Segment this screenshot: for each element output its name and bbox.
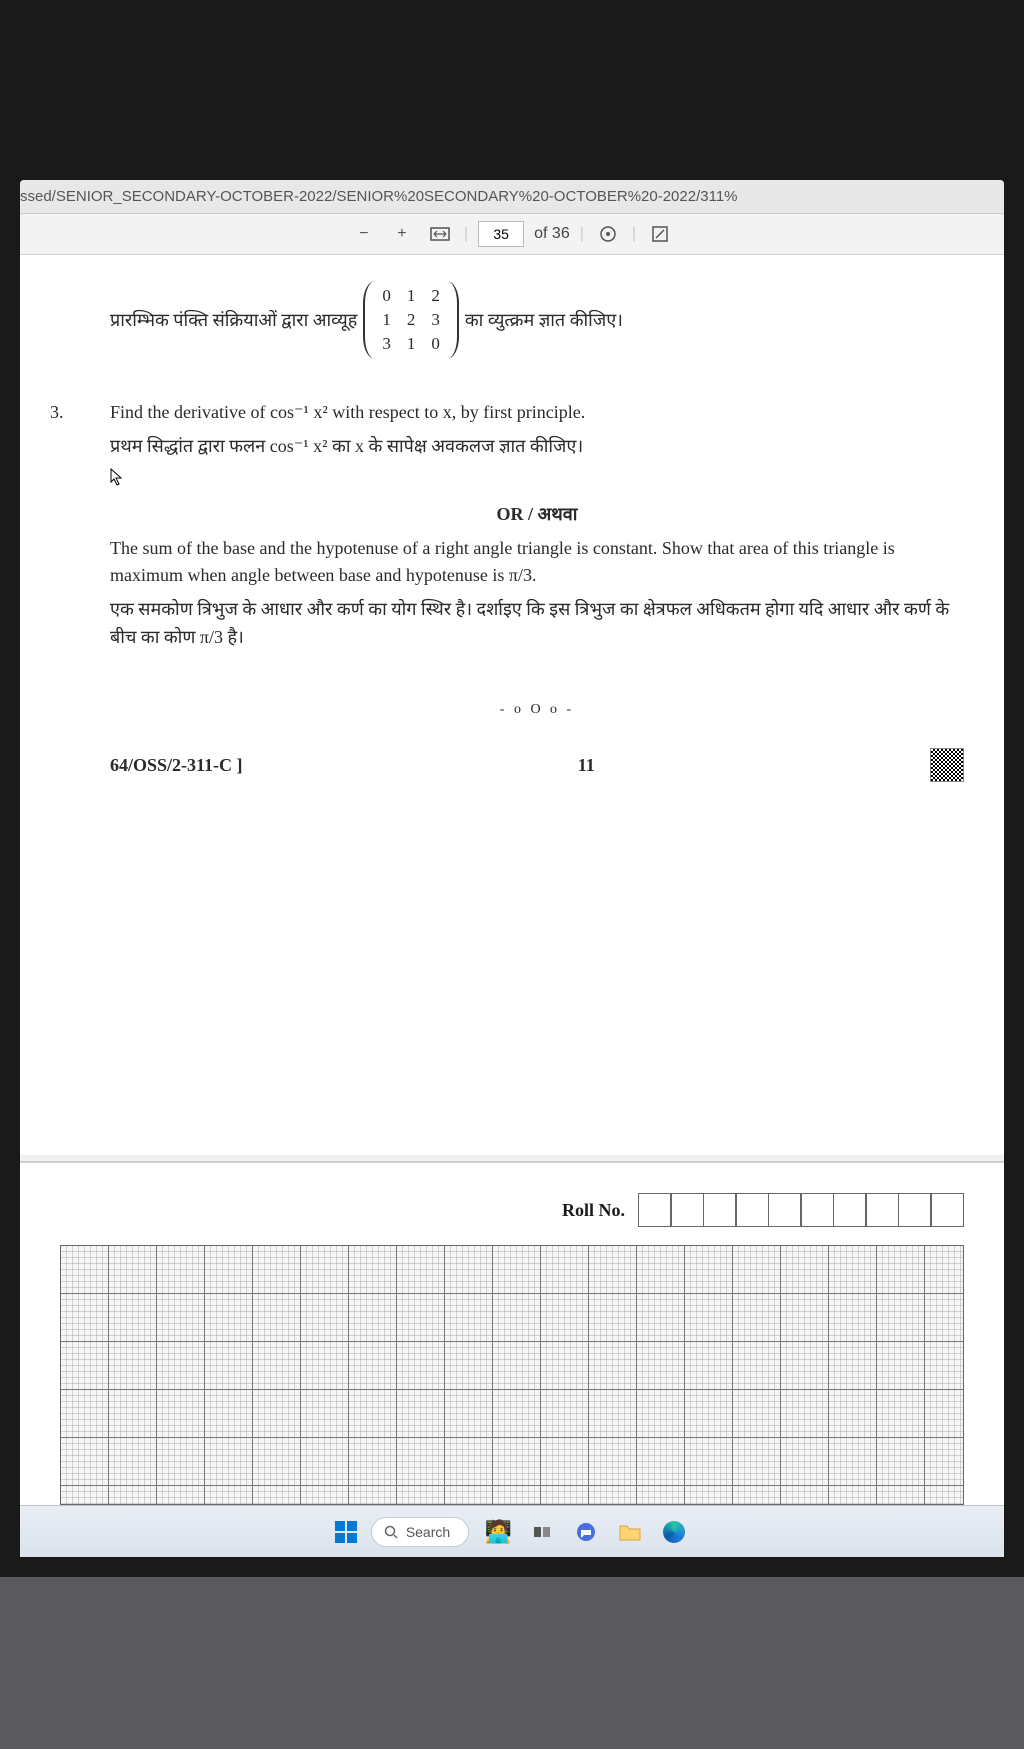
taskbar-app-icon[interactable]: 🧑‍💻 — [483, 1517, 513, 1547]
edge-browser-icon[interactable] — [659, 1517, 689, 1547]
matrix-3x3: 012 123 310 — [363, 281, 459, 359]
roll-number-label: Roll No. — [562, 1200, 625, 1221]
q3-alt-english: The sum of the base and the hypotenuse o… — [110, 535, 964, 591]
start-button[interactable] — [335, 1521, 357, 1543]
url-bar[interactable]: ssed/SENIOR_SECONDARY-OCTOBER-2022/SENIO… — [20, 180, 1004, 214]
document-page: प्रारम्भिक पंक्ति संक्रियाओं द्वारा आव्य… — [20, 255, 1004, 1155]
draw-button[interactable] — [646, 220, 674, 248]
pdf-toolbar: − + | of 36 | | — [20, 214, 1004, 255]
matrix-post-text: का व्युत्क्रम ज्ञात कीजिए। — [465, 308, 623, 332]
end-of-paper-marker: - o O o - — [110, 702, 964, 718]
browser-window: ssed/SENIOR_SECONDARY-OCTOBER-2022/SENIO… — [20, 180, 1004, 1557]
file-explorer-icon[interactable] — [615, 1517, 645, 1547]
question-3: 3. Find the derivative of cos⁻¹ x² with … — [110, 399, 964, 652]
taskbar-search[interactable]: Search — [371, 1517, 469, 1547]
question-number: 3. — [50, 399, 64, 427]
monitor-frame: ssed/SENIOR_SECONDARY-OCTOBER-2022/SENIO… — [0, 0, 1024, 1577]
zoom-in-button[interactable]: + — [388, 220, 416, 248]
zoom-out-button[interactable]: − — [350, 220, 378, 248]
graph-paper — [60, 1245, 964, 1505]
toolbar-separator: | — [632, 225, 636, 243]
page-number: 11 — [243, 755, 930, 776]
matrix-pre-text: प्रारम्भिक पंक्ति संक्रियाओं द्वारा आव्य… — [110, 308, 357, 332]
read-aloud-button[interactable] — [594, 220, 622, 248]
task-view-icon[interactable] — [527, 1517, 557, 1547]
toolbar-separator: | — [464, 225, 468, 243]
fit-width-button[interactable] — [426, 220, 454, 248]
matrix-question-hindi: प्रारम्भिक पंक्ति संक्रियाओं द्वारा आव्य… — [110, 281, 964, 359]
q3-alt-hindi: एक समकोण त्रिभुज के आधार और कर्ण का योग … — [110, 596, 964, 652]
or-separator: OR / अथवा — [110, 501, 964, 529]
page-number-input[interactable] — [478, 221, 524, 247]
answer-sheet-page: Roll No. — [20, 1161, 1004, 1505]
chat-icon[interactable] — [571, 1517, 601, 1547]
paper-code: 64/OSS/2-311-C ] — [110, 755, 243, 776]
search-icon — [384, 1525, 398, 1539]
q3-hindi: प्रथम सिद्धांत द्वारा फलन cos⁻¹ x² का x … — [110, 433, 964, 461]
roll-number-row: Roll No. — [60, 1193, 964, 1227]
toolbar-separator: | — [580, 225, 584, 243]
q3-english: Find the derivative of cos⁻¹ x² with res… — [110, 399, 964, 427]
page-footer: 64/OSS/2-311-C ] 11 — [110, 748, 964, 782]
qr-code-icon — [930, 748, 964, 782]
windows-taskbar: Search 🧑‍💻 — [20, 1505, 1004, 1557]
cursor-icon — [110, 468, 126, 486]
page-total-label: of 36 — [534, 225, 570, 243]
search-placeholder: Search — [406, 1524, 450, 1540]
roll-number-boxes[interactable] — [639, 1193, 964, 1227]
